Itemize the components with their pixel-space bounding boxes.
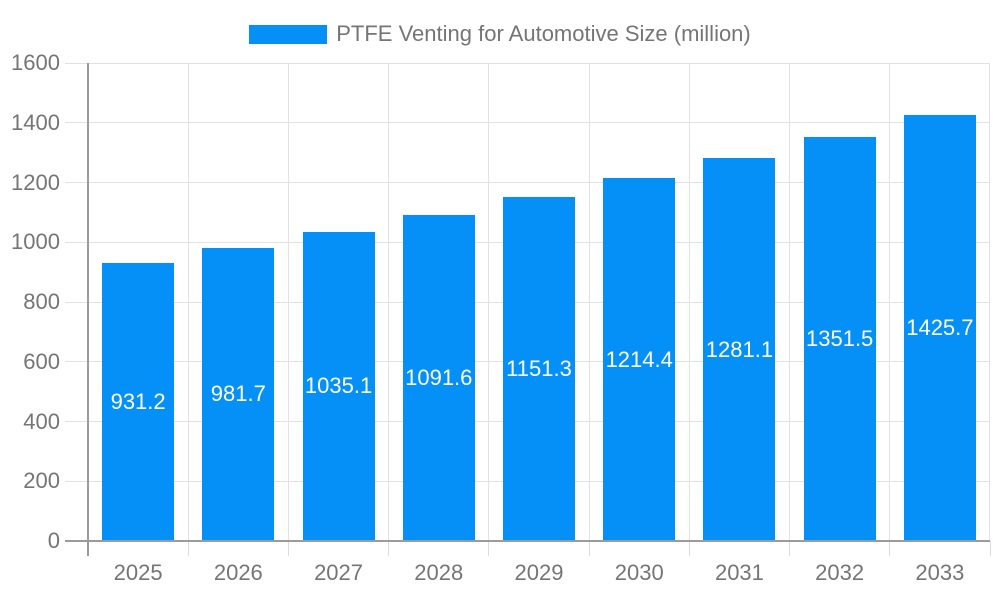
bar-value-label: 1281.1 <box>705 336 774 362</box>
x-axis-tick <box>688 541 690 556</box>
x-axis-tick <box>488 541 490 556</box>
legend-swatch <box>249 24 328 44</box>
y-gridline <box>65 122 990 124</box>
legend: PTFE Venting for Automotive Size (millio… <box>0 21 1000 47</box>
y-gridline <box>65 182 990 183</box>
y-axis-label: 1400 <box>11 109 60 135</box>
x-axis-tick <box>789 541 791 556</box>
y-axis-line <box>87 63 89 556</box>
bar-value-label: 981.7 <box>210 381 266 407</box>
x-gridline <box>789 63 791 541</box>
x-axis-tick <box>187 541 189 556</box>
x-gridline <box>989 63 990 541</box>
bar: 1425.7 <box>903 115 976 541</box>
x-axis-label: 2033 <box>915 560 965 585</box>
x-axis-line <box>65 540 990 542</box>
bar-value-label: 1425.7 <box>906 315 974 341</box>
x-gridline <box>187 63 189 541</box>
x-gridline <box>488 63 490 541</box>
bar-value-label: 1091.6 <box>405 364 473 390</box>
x-axis-label: 2031 <box>714 560 764 585</box>
y-axis-label: 1600 <box>11 50 60 75</box>
bar-value-label: 1035.1 <box>304 373 373 399</box>
x-axis-label: 2030 <box>614 560 664 585</box>
x-axis-tick <box>388 541 390 556</box>
x-axis-tick <box>989 541 991 556</box>
x-gridline <box>388 63 390 541</box>
y-axis-label: 0 <box>47 528 60 553</box>
bar: 981.7 <box>202 247 275 541</box>
x-gridline <box>889 63 891 541</box>
x-axis-label: 2032 <box>815 560 865 585</box>
y-axis-label: 1200 <box>11 169 60 195</box>
bar: 1151.3 <box>503 197 575 541</box>
y-axis-label: 200 <box>23 468 60 494</box>
x-axis-label: 2025 <box>113 560 163 585</box>
x-gridline <box>588 63 590 541</box>
bar: 1281.1 <box>703 158 776 541</box>
x-gridline <box>287 63 289 541</box>
bar: 1214.4 <box>603 178 676 541</box>
bar-value-label: 931.2 <box>110 388 166 414</box>
bar: 1351.5 <box>803 137 876 541</box>
x-axis-label: 2029 <box>514 560 564 585</box>
bar-value-label: 1151.3 <box>506 356 572 382</box>
y-axis-label: 400 <box>23 408 60 434</box>
y-axis-label: 800 <box>23 289 60 314</box>
x-axis-tick <box>588 541 590 556</box>
bar-value-label: 1351.5 <box>806 326 874 352</box>
y-axis-label: 1000 <box>11 229 60 255</box>
x-axis-label: 2028 <box>414 560 464 585</box>
x-axis-tick <box>889 541 891 556</box>
x-axis-label: 2026 <box>213 560 263 585</box>
x-axis-tick <box>287 541 289 556</box>
bar-value-label: 1214.4 <box>605 346 673 372</box>
bar: 1035.1 <box>302 231 375 541</box>
y-gridline <box>65 62 990 64</box>
y-axis-label: 600 <box>23 348 60 374</box>
x-axis-label: 2027 <box>314 560 364 585</box>
legend-label: PTFE Venting for Automotive Size (millio… <box>336 21 751 46</box>
bar: 1091.6 <box>402 214 475 541</box>
bar: 931.2 <box>102 262 175 541</box>
x-gridline <box>688 63 690 541</box>
